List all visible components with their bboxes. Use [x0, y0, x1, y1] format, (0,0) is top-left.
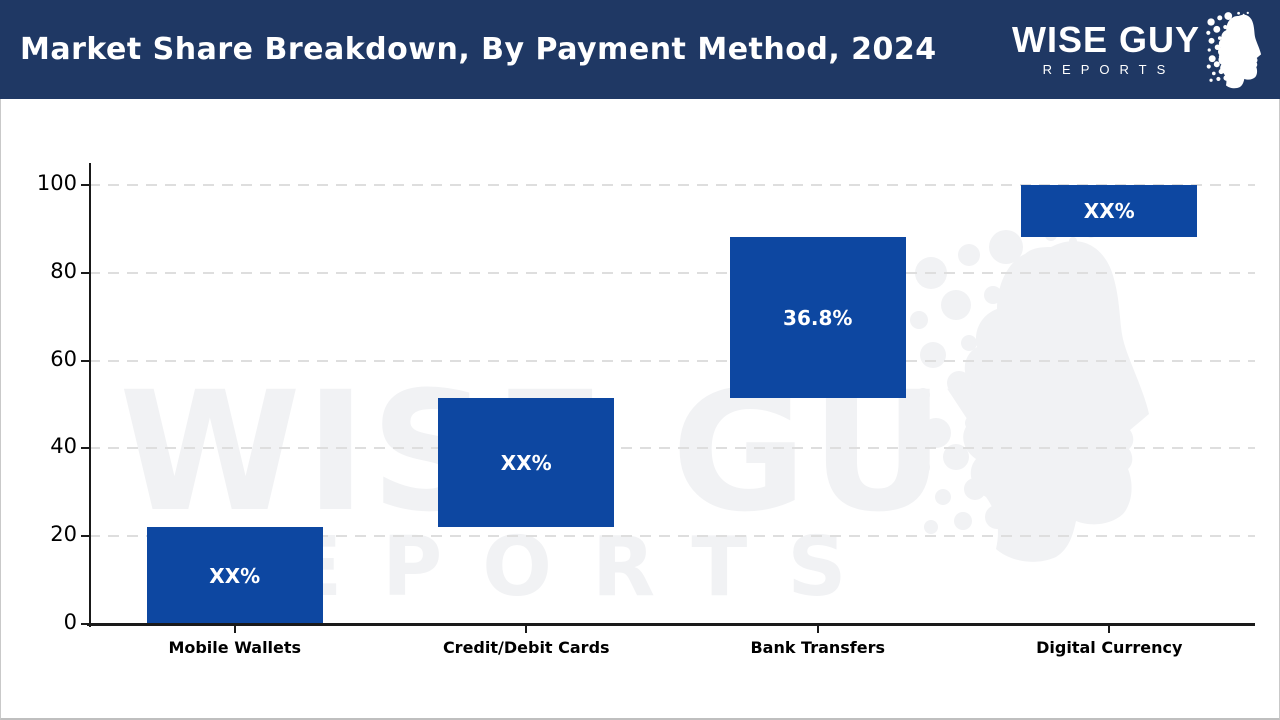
- x-tick-mark-digital-currency: [1108, 626, 1111, 633]
- bar-bank-transfers: 36.8%: [729, 236, 906, 399]
- bar-value-label-bank-transfers: 36.8%: [783, 305, 853, 330]
- logo-tagline: REPORTS: [1042, 62, 1176, 77]
- y-tick-label-60: 60: [50, 346, 77, 371]
- bar-value-label-credit-debit-cards: XX%: [500, 450, 552, 475]
- y-tick-mark-80: [81, 271, 89, 274]
- y-tick-label-80: 80: [50, 258, 77, 283]
- x-tick-mark-mobile-wallets: [233, 626, 236, 633]
- y-axis-spine: [89, 163, 91, 627]
- x-tick-mark-bank-transfers: [816, 626, 819, 633]
- gridline-20: [89, 535, 1255, 538]
- bar-value-label-digital-currency: XX%: [1083, 198, 1135, 223]
- x-tick-label-bank-transfers: Bank Transfers: [750, 638, 886, 657]
- header-bar: Market Share Breakdown, By Payment Metho…: [0, 0, 1280, 99]
- bar-mobile-wallets: XX%: [146, 527, 323, 624]
- chart-title: Market Share Breakdown, By Payment Metho…: [20, 32, 937, 67]
- y-tick-mark-0: [81, 623, 89, 625]
- y-tick-mark-20: [81, 535, 89, 538]
- y-tick-mark-100: [81, 184, 89, 186]
- y-tick-mark-40: [81, 447, 89, 450]
- y-tick-mark-60: [81, 359, 89, 362]
- chart-area: WISE GUY REPORTS 0 20 40 60 80 100 XX% Mobile W…: [0, 99, 1280, 720]
- x-axis-spine: [87, 623, 1255, 626]
- bar-credit-debit-cards: XX%: [438, 398, 615, 528]
- gridline-100: [89, 184, 1255, 186]
- gridline-40: [89, 447, 1255, 450]
- x-tick-mark-credit-debit-cards: [525, 626, 528, 633]
- x-tick-label-digital-currency: Digital Currency: [1036, 638, 1183, 657]
- y-tick-label-40: 40: [50, 434, 77, 459]
- logo-text: WISE GUY REPORTS: [1011, 19, 1200, 78]
- y-tick-label-20: 20: [50, 522, 77, 547]
- x-tick-label-credit-debit-cards: Credit/Debit Cards: [442, 638, 610, 657]
- wise-guy-face-icon: [1206, 11, 1262, 88]
- logo-name: WISE GUY: [1011, 19, 1200, 60]
- watermark-face-icon: [910, 228, 1149, 562]
- bar-digital-currency: XX%: [1021, 185, 1198, 237]
- y-tick-label-100: 100: [36, 171, 77, 195]
- y-tick-label-0: 0: [63, 610, 77, 634]
- wise-guy-logo: WISE GUY REPORTS: [1012, 11, 1264, 89]
- bar-value-label-mobile-wallets: XX%: [209, 563, 261, 588]
- x-tick-label-mobile-wallets: Mobile Wallets: [168, 638, 302, 657]
- gridline-60: [89, 359, 1255, 362]
- gridline-80: [89, 271, 1255, 274]
